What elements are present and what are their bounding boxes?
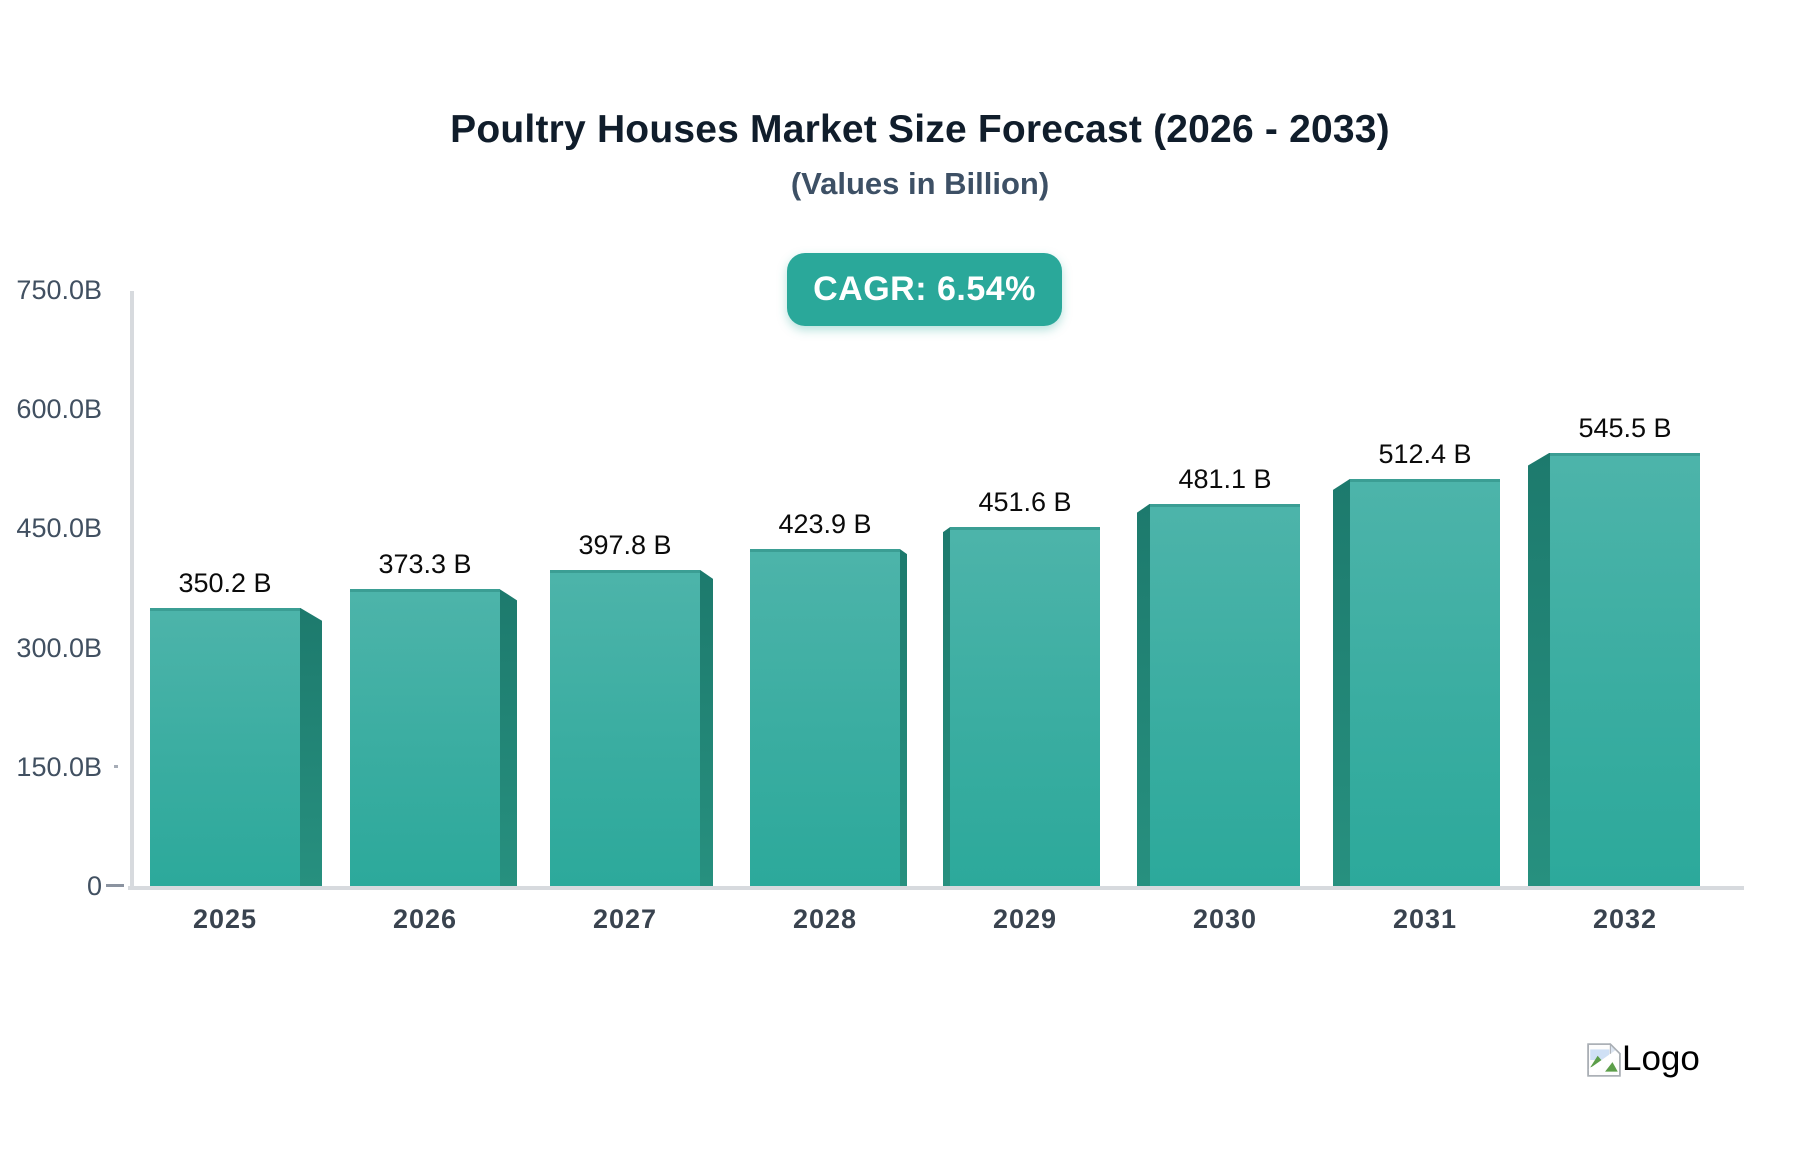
logo-placeholder: Logo [1586,1040,1700,1078]
y-axis-tick-label: 750.0B [16,275,102,305]
cagr-badge: CAGR: 6.54% [787,253,1062,326]
bar-2028[interactable] [750,549,900,886]
bar-value-label: 423.9 B [778,509,872,540]
bar-value-label: 545.5 B [1578,412,1672,443]
x-axis-label-2030: 2030 [1192,904,1258,934]
bar-2027[interactable] [550,569,700,886]
bar-value-label: 397.8 B [578,529,672,560]
bar-value-label: 512.4 B [1378,438,1472,469]
x-axis-label-2025: 2025 [192,904,258,934]
chart-title: Poultry Houses Market Size Forecast (202… [450,108,1390,151]
x-axis-label-2031: 2031 [1392,904,1458,934]
y-axis-tick-label: 600.0B [16,394,102,425]
x-axis-line [128,886,1744,890]
y-axis-tick-label: 150.0B [16,751,102,782]
bar-3d-side [1137,503,1150,886]
y-axis-line [130,291,134,888]
logo-alt-text: Logo [1622,1039,1700,1078]
chart-subtitle: (Values in Billion) [790,166,1050,201]
bar-value-label: 481.1 B [1178,463,1272,494]
bar-3d-side [900,549,907,886]
bar-value-label: 451.6 B [978,487,1072,518]
x-axis-label-2027: 2027 [592,904,658,934]
bar-3d-side [1333,478,1350,886]
x-axis-label-2029: 2029 [992,904,1058,934]
y-axis-tick-150 [114,765,118,768]
bar-value-label: 350.2 B [178,567,272,598]
cagr-badge-label: CAGR: 6.54% [813,270,1036,308]
bar-3d-side [700,569,713,886]
y-axis-tick-label: 450.0B [16,513,102,544]
y-axis-tick-zero [106,884,124,887]
bar-2030[interactable] [1150,503,1300,886]
x-axis-label-2032: 2032 [1592,904,1658,934]
bar-2029[interactable] [950,527,1100,886]
broken-image-icon [1587,1042,1622,1077]
x-axis-label-2026: 2026 [392,904,458,934]
bar-2032[interactable] [1550,452,1700,886]
bar-value-label: 373.3 B [378,549,472,580]
bar-3d-side [500,589,517,886]
y-axis-tick-label: 300.0B [16,632,102,663]
bar-2026[interactable] [350,589,500,886]
bar-3d-side [1528,452,1550,886]
y-axis-tick-label: 0 [86,871,102,901]
bar-2031[interactable] [1350,478,1500,886]
x-axis-label-2028: 2028 [792,904,858,934]
bar-2025[interactable] [150,607,300,886]
bar-3d-side [300,607,322,886]
bar-3d-side [943,527,950,886]
